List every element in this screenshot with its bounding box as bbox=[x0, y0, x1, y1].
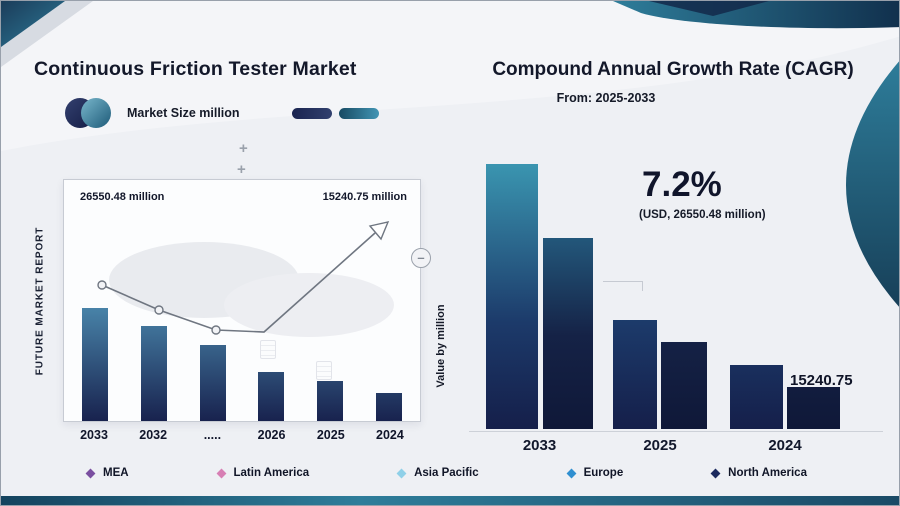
market-x-label: 2033 bbox=[80, 428, 108, 442]
cagr-detail: (USD, 26550.48 million) bbox=[639, 209, 766, 221]
market-title: Continuous Friction Tester Market bbox=[34, 58, 357, 80]
legend-label: Asia Pacific bbox=[414, 467, 479, 479]
market-bar bbox=[317, 381, 344, 421]
market-bar bbox=[258, 372, 285, 421]
legend-marker bbox=[216, 468, 226, 478]
legend-label: Latin America bbox=[233, 467, 310, 479]
market-bar bbox=[82, 308, 108, 421]
market-size-chart: 26550.48 million 15240.75 million – bbox=[63, 178, 431, 422]
legend-marker bbox=[396, 468, 407, 478]
region-legend: MEA Latin America Asia Pacific Europe North … bbox=[85, 467, 807, 479]
plus-decoration: + bbox=[237, 161, 246, 178]
market-size-label: Market Size million bbox=[127, 106, 240, 120]
market-x-label: 2026 bbox=[257, 428, 286, 442]
bottom-bar-decoration bbox=[1, 496, 899, 505]
max-value-annotation: 26550.48 million bbox=[80, 191, 165, 203]
cagr-bar bbox=[543, 238, 593, 429]
market-bar bbox=[375, 393, 402, 421]
legend-marker bbox=[85, 468, 96, 478]
legend-item: Latin America bbox=[216, 467, 310, 479]
cagr-x-label: 2025 bbox=[643, 437, 677, 454]
market-size-icon bbox=[65, 96, 115, 130]
end-value-annotation: 15240.75 million bbox=[322, 191, 407, 203]
legend-label: North America bbox=[728, 467, 807, 479]
cagr-bar bbox=[787, 387, 840, 429]
trend-line bbox=[97, 221, 390, 335]
cagr-title: Compound Annual Growth Rate (CAGR) bbox=[492, 59, 854, 80]
market-bar bbox=[140, 326, 167, 421]
circle-minus-icon: – bbox=[411, 248, 431, 268]
scale-pills-icon bbox=[291, 107, 379, 119]
market-x-label: 2025 bbox=[316, 428, 345, 442]
cagr-value: 7.2% bbox=[642, 165, 722, 204]
legend-item: Europe bbox=[566, 467, 624, 479]
cagr-bar-annotation: 15240.75 bbox=[790, 372, 853, 389]
bracket-decoration bbox=[603, 281, 643, 291]
cagr-x-label: 2024 bbox=[768, 437, 802, 454]
legend-item: North America bbox=[710, 467, 807, 479]
cagr-bar bbox=[486, 164, 538, 429]
document-watermark-icon bbox=[260, 340, 276, 359]
legend-item: Asia Pacific bbox=[396, 467, 479, 479]
cagr-subtitle: From: 2025-2033 bbox=[556, 91, 656, 105]
cagr-bar bbox=[613, 320, 657, 429]
plus-decoration: + bbox=[239, 140, 248, 157]
market-bar bbox=[199, 345, 226, 421]
market-x-label: 2024 bbox=[376, 428, 404, 442]
market-bars bbox=[82, 178, 402, 421]
market-x-label: 2032 bbox=[139, 428, 168, 442]
legend-marker bbox=[710, 468, 721, 478]
document-watermark-icon bbox=[316, 361, 332, 380]
cagr-axis-line bbox=[469, 431, 883, 432]
legend-label: MEA bbox=[103, 467, 129, 479]
legend-marker bbox=[566, 468, 577, 478]
cloud-decoration bbox=[109, 242, 394, 337]
legend-label: Europe bbox=[583, 467, 624, 479]
cagr-bar bbox=[730, 365, 783, 429]
market-size-legend: Market Size million bbox=[65, 95, 379, 131]
legend-item: MEA bbox=[85, 467, 129, 479]
market-x-labels: 2033 2032..... 2026 2025 2024 bbox=[80, 428, 404, 442]
market-x-label: ..... bbox=[203, 428, 222, 442]
cagr-bar bbox=[661, 342, 707, 429]
cagr-x-label: 2033 bbox=[522, 437, 557, 454]
